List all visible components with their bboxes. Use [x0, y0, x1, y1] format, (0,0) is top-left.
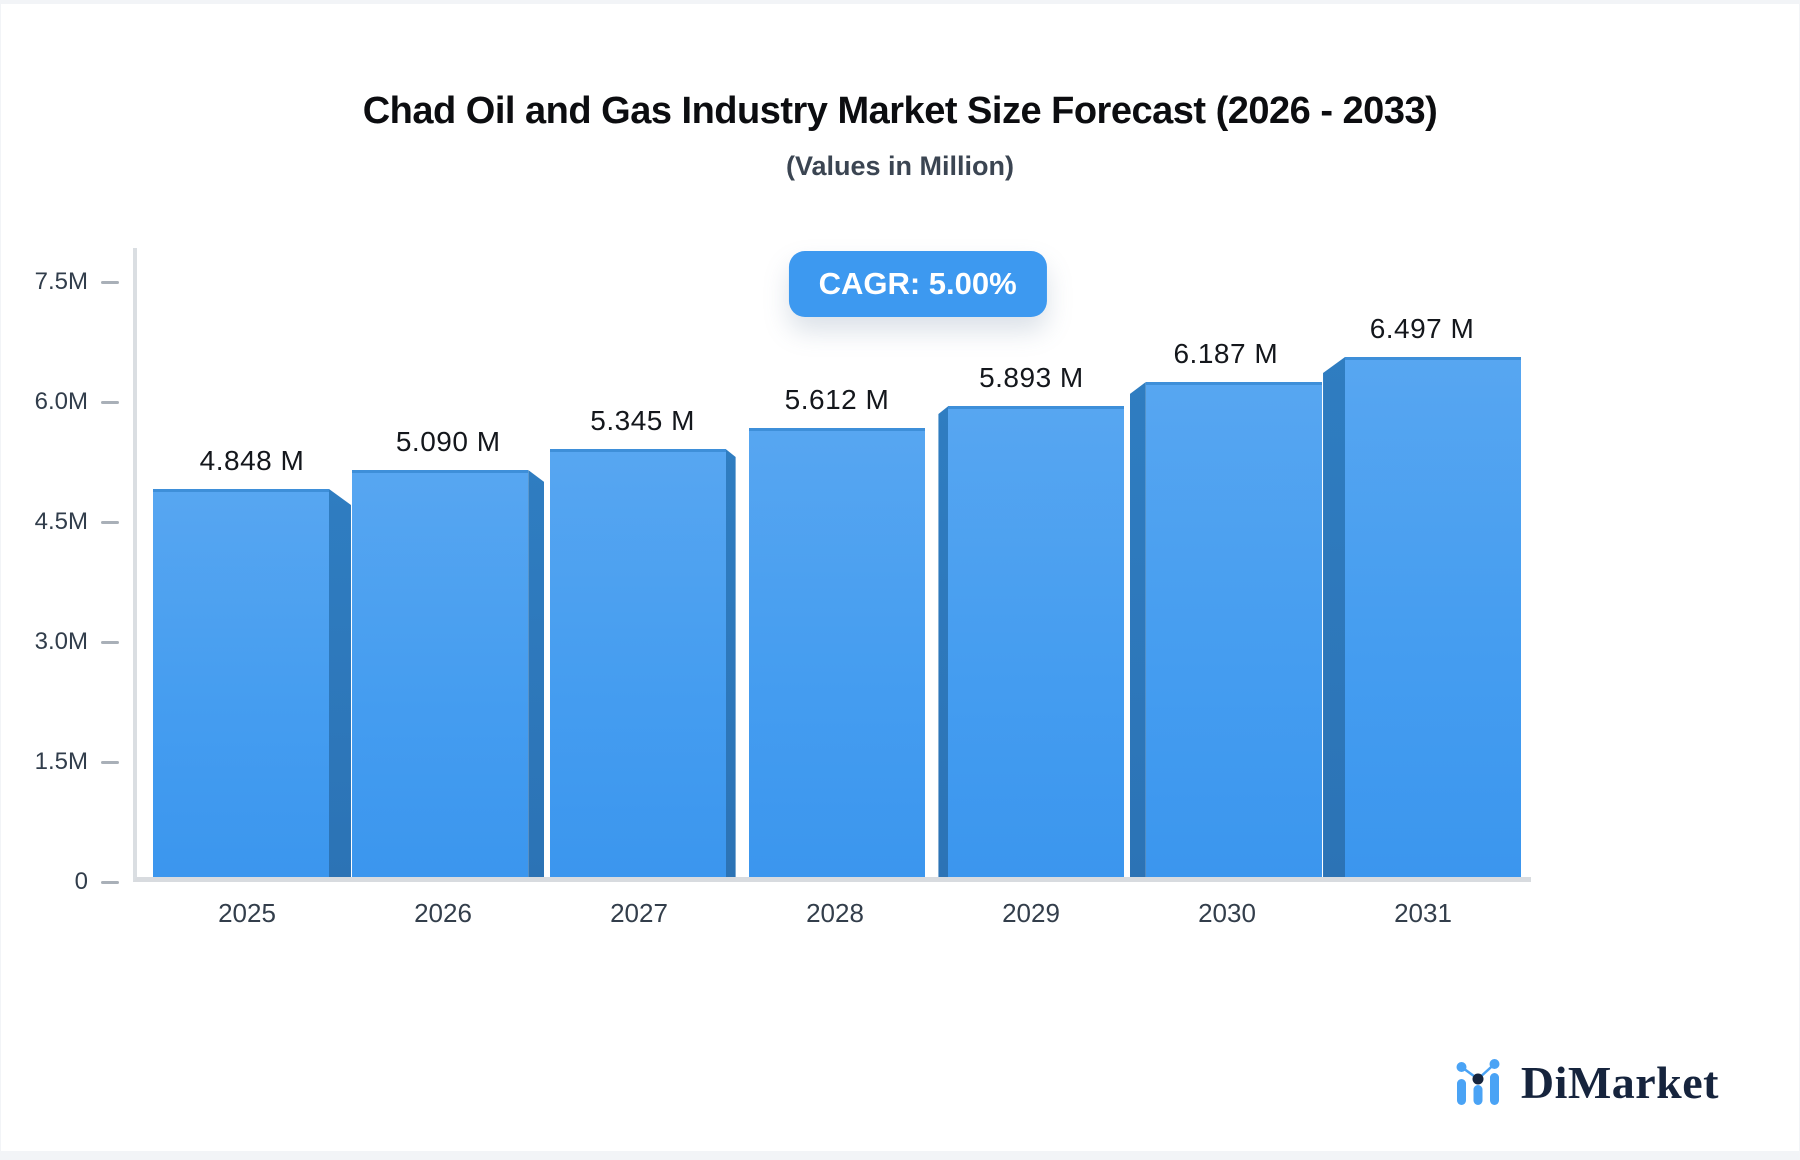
- y-tick-mark: [101, 520, 119, 524]
- dimarket-logo-icon: [1456, 1059, 1500, 1105]
- bar-group-2029: 5.893 M: [934, 362, 1128, 877]
- bar-face: [549, 449, 726, 877]
- bar-face: [153, 489, 329, 877]
- y-tick-label: 6.0M: [34, 388, 88, 415]
- bar-side-face: [938, 406, 949, 877]
- y-tick-1.5M: 1.5M: [35, 748, 119, 776]
- chart-area: 7.5M 6.0M 4.5M 3.0M 1.5M 0 CAGR: 5.00% 4.848 …: [29, 248, 1531, 895]
- chart-title: Chad Oil and Gas Industry Market Size Fo…: [362, 90, 1438, 132]
- bar-2030: [1129, 382, 1322, 877]
- bar-face: [352, 470, 529, 877]
- bar-value-label: 4.848 M: [199, 445, 305, 476]
- bar-side-face: [1129, 382, 1146, 877]
- bar-group-2026: 5.090 M: [351, 426, 545, 877]
- bar-face: [1345, 357, 1522, 877]
- y-tick-label: 7.5M: [34, 268, 88, 295]
- bar-2027: [549, 449, 736, 877]
- x-axis-label-2031: 2031: [1394, 898, 1452, 928]
- bar-face: [749, 428, 926, 877]
- bar-2029: [938, 406, 1125, 877]
- y-tick-4.5M: 4.5M: [35, 508, 119, 536]
- chart-card: Chad Oil and Gas Industry Market Size Fo…: [1, 4, 1799, 1151]
- bar-face: [948, 406, 1125, 877]
- bar-side-face: [725, 449, 736, 877]
- x-axis: 2025 2026 2027 2028 2029 2030 2031: [133, 898, 1531, 929]
- bar-2028: [749, 428, 926, 877]
- bar-value-label: 6.497 M: [1369, 313, 1475, 344]
- bar-2026: [352, 470, 545, 877]
- bar-value-label: 6.187 M: [1173, 338, 1279, 369]
- chart-subtitle: (Values in Million): [785, 151, 1015, 181]
- y-axis-line-extension: [133, 248, 137, 282]
- bar-group-2028: 5.612 M: [740, 384, 934, 877]
- x-axis-label-2030: 2030: [1198, 898, 1256, 928]
- bar-face: [1145, 382, 1322, 877]
- x-axis-label-2026: 2026: [414, 898, 472, 928]
- bar-value-label: 5.345 M: [590, 405, 695, 436]
- y-tick-7.5M: 7.5M: [35, 268, 119, 296]
- brand-footer: DiMarket: [1453, 1055, 1719, 1109]
- y-tick-mark: [101, 280, 119, 284]
- bar-side-face: [528, 470, 545, 877]
- x-axis-label-2025: 2025: [218, 898, 276, 928]
- bar-2031: [1323, 357, 1522, 877]
- bar-2025: [153, 489, 351, 877]
- y-tick-label: 4.5M: [34, 508, 88, 535]
- cagr-badge: CAGR: 5.00%: [788, 251, 1047, 317]
- y-tick-6.0M: 6.0M: [35, 388, 119, 416]
- dimarket-logo-text: DiMarket: [1520, 1056, 1719, 1108]
- plot-area: CAGR: 5.00% 4.848 M 5.090 M 5.345 M 5.612 M…: [133, 248, 1531, 882]
- y-tick-3.0M: 3.0M: [35, 628, 119, 656]
- bar-value-label: 5.893 M: [979, 362, 1084, 393]
- x-axis-label-2029: 2029: [1002, 898, 1060, 928]
- y-tick-mark: [101, 400, 119, 404]
- y-tick-mark: [101, 760, 119, 764]
- y-tick-mark: [101, 640, 119, 644]
- y-tick-0: 0: [75, 868, 119, 896]
- y-axis: 7.5M 6.0M 4.5M 3.0M 1.5M 0: [29, 268, 133, 895]
- bar-group-2027: 5.345 M: [545, 405, 739, 877]
- bar-group-2031: 6.497 M: [1323, 313, 1522, 877]
- bar-value-label: 5.090 M: [395, 426, 501, 457]
- bar-group-2025: 4.848 M: [153, 445, 351, 877]
- bar-group-2030: 6.187 M: [1129, 338, 1323, 877]
- x-axis-label-2027: 2027: [610, 898, 668, 928]
- bar-side-face: [1323, 357, 1346, 877]
- y-tick-label: 0: [74, 868, 88, 895]
- x-axis-label-2028: 2028: [806, 898, 864, 928]
- bar-value-label: 5.612 M: [784, 384, 890, 415]
- y-tick-label: 3.0M: [34, 628, 88, 655]
- bar-side-face: [329, 489, 351, 877]
- bars-container: 4.848 M 5.090 M 5.345 M 5.612 M 5.893 M 6.187…: [137, 282, 1531, 877]
- y-tick-label: 1.5M: [34, 748, 88, 775]
- y-tick-mark: [101, 880, 119, 884]
